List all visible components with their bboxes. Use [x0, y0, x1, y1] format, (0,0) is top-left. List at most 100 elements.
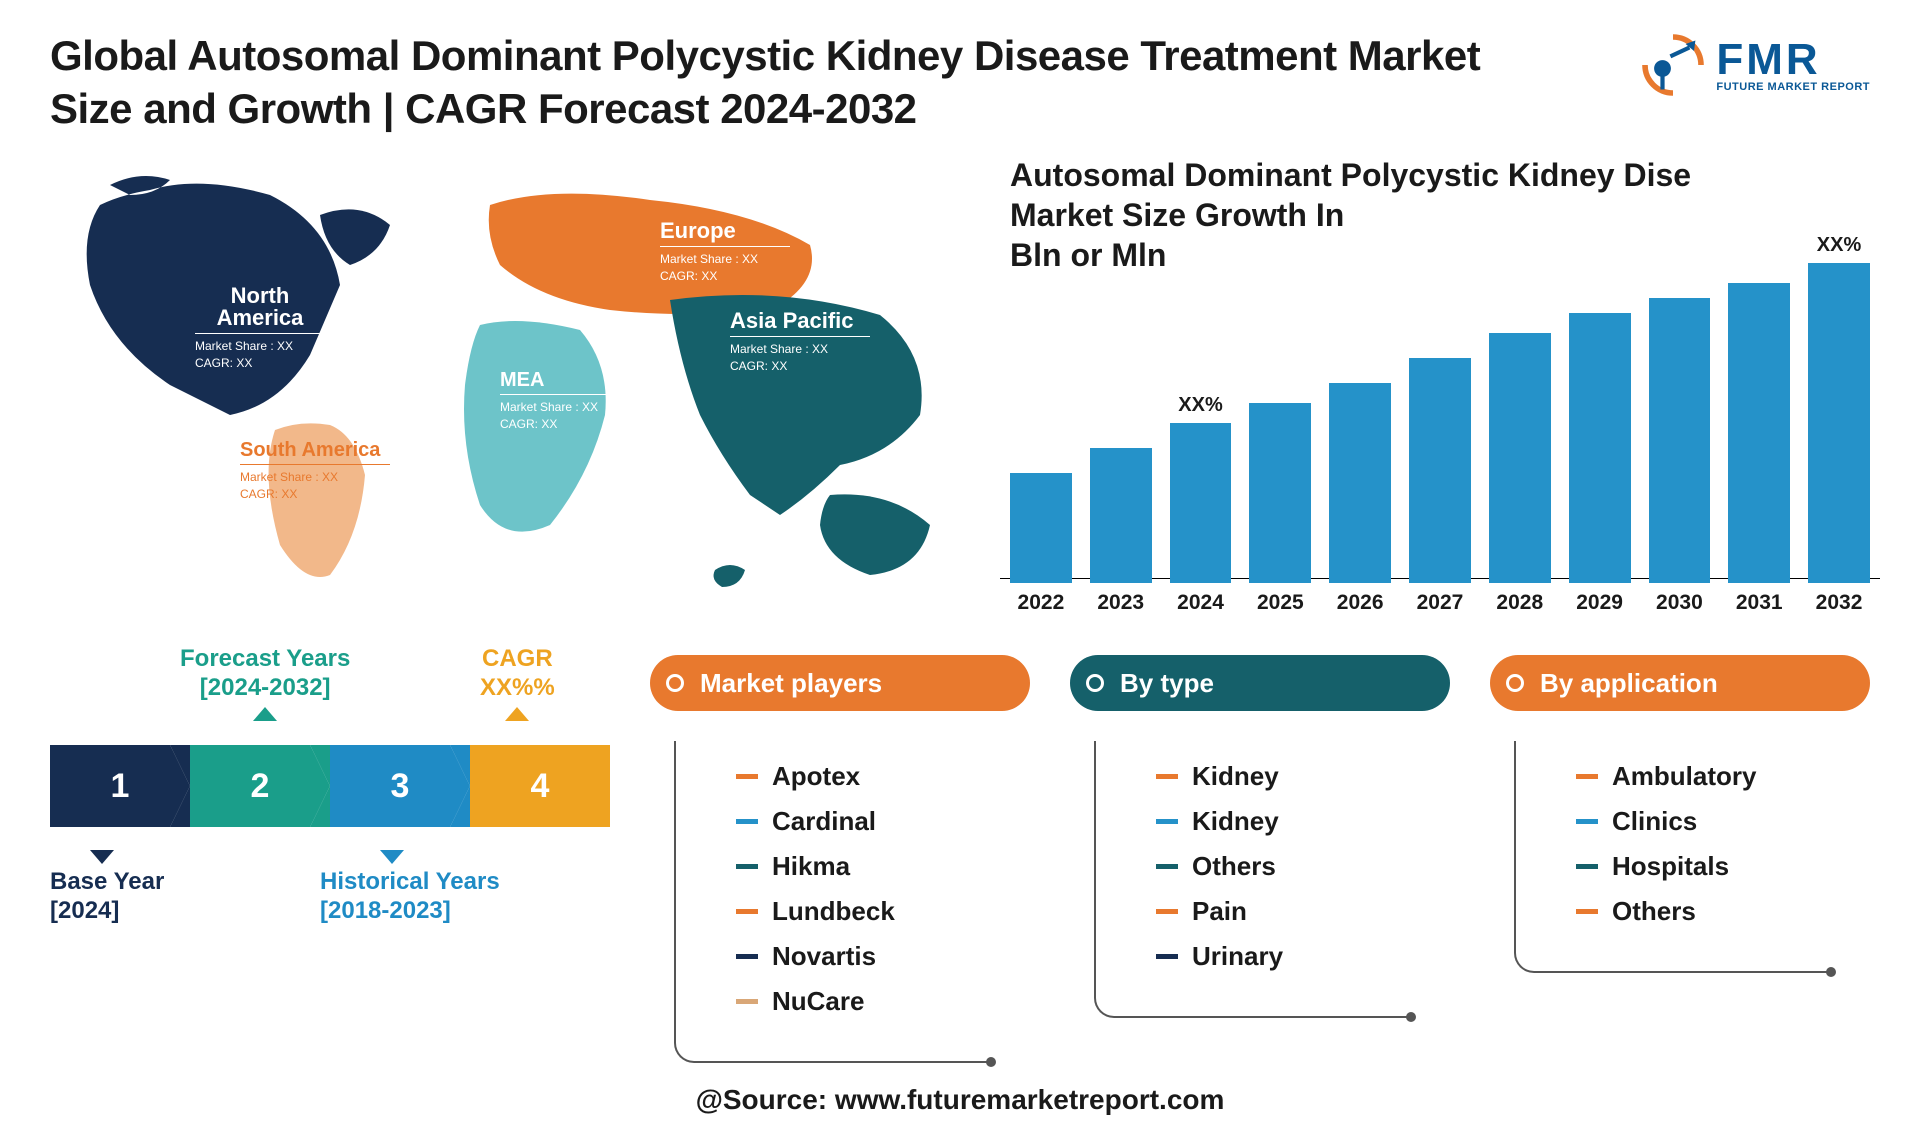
- region-name: South America: [240, 440, 390, 460]
- page-title: Global Autosomal Dominant Polycystic Kid…: [50, 30, 1570, 135]
- region-cagr: CAGR: XX: [660, 268, 790, 285]
- timeline-segment: 1: [50, 745, 190, 827]
- region-name: MEA: [500, 370, 620, 390]
- region-north-america: North America Market Share : XX CAGR: XX: [195, 285, 325, 372]
- bar-year-label: 2030: [1656, 591, 1703, 615]
- chart-bar: [1010, 473, 1072, 583]
- base-text: Base Year: [50, 868, 164, 895]
- bar-year-label: 2028: [1496, 591, 1543, 615]
- dash-icon: [736, 864, 758, 869]
- region-share: Market Share : XX: [660, 251, 790, 268]
- market-players-header: Market players: [650, 655, 1030, 711]
- chart-bar: [1170, 423, 1232, 583]
- region-cagr: CAGR: XX: [500, 416, 620, 433]
- bar-group: 2026: [1329, 383, 1391, 615]
- region-share: Market Share : XX: [730, 341, 870, 358]
- historical-years: [2018-2023]: [320, 897, 451, 924]
- top-section: North America Market Share : XX CAGR: XX…: [0, 155, 1920, 615]
- bar-year-label: 2026: [1337, 591, 1384, 615]
- timeline: Forecast Years [2024-2032] CAGR XX%% 123…: [50, 655, 610, 1063]
- chart-bar: [1249, 403, 1311, 583]
- bar-year-label: 2027: [1417, 591, 1464, 615]
- timeline-segment: 4: [470, 745, 610, 827]
- category-item: Others: [1576, 896, 1800, 927]
- category-item: Apotex: [736, 761, 960, 792]
- cat-title: By type: [1120, 668, 1214, 699]
- category-item-label: Ambulatory: [1612, 761, 1756, 792]
- region-cagr: CAGR: XX: [730, 358, 870, 375]
- region-name: Asia Pacific: [730, 310, 870, 332]
- category-item-label: Hospitals: [1612, 851, 1729, 882]
- bars-container: 20222023XX%20242025202620272028202920302…: [1010, 285, 1870, 615]
- region-share: Market Share : XX: [240, 469, 390, 486]
- source-attribution: @Source: www.futuremarketreport.com: [0, 1084, 1920, 1116]
- region-south-america: South America Market Share : XX CAGR: XX: [240, 440, 390, 503]
- bar-group: 2030: [1649, 298, 1711, 615]
- dash-icon: [736, 819, 758, 824]
- bar-group: 2027: [1409, 358, 1471, 615]
- dash-icon: [1156, 774, 1178, 779]
- dash-icon: [1576, 774, 1598, 779]
- category-item: Urinary: [1156, 941, 1380, 972]
- category-item: Novartis: [736, 941, 960, 972]
- region-share: Market Share : XX: [195, 338, 325, 355]
- by-application-list: Ambulatory Clinics Hospitals Others: [1514, 741, 1830, 973]
- region-asia-pacific: Asia Pacific Market Share : XX CAGR: XX: [730, 310, 870, 375]
- by-type-header: By type: [1070, 655, 1450, 711]
- bar-group: XX%2024: [1170, 423, 1232, 615]
- bar-group: 2031: [1728, 283, 1790, 615]
- category-item-label: Lundbeck: [772, 896, 895, 927]
- category-item-label: Cardinal: [772, 806, 876, 837]
- bar-group: 2028: [1489, 333, 1551, 615]
- bar-year-label: 2032: [1816, 591, 1863, 615]
- timeline-segment: 3: [330, 745, 470, 827]
- dash-icon: [736, 909, 758, 914]
- chart-title: Autosomal Dominant Polycystic Kidney Dis…: [1010, 155, 1870, 275]
- by-type-column: By type KidneyKidneyOthersPainUrinary: [1070, 655, 1450, 1063]
- dash-icon: [1156, 954, 1178, 959]
- market-players-column: Market players Apotex Cardinal Hikma Lundbe…: [650, 655, 1030, 1063]
- bar-year-label: 2031: [1736, 591, 1783, 615]
- historical-text: Historical Years: [320, 868, 500, 895]
- by-type-list: KidneyKidneyOthersPainUrinary: [1094, 741, 1410, 1018]
- category-item-label: Hikma: [772, 851, 850, 882]
- chart-bar: [1649, 298, 1711, 583]
- logo-main-text: FMR: [1716, 38, 1870, 82]
- world-map: North America Market Share : XX CAGR: XX…: [50, 155, 970, 595]
- dash-icon: [1156, 909, 1178, 914]
- region-europe: Europe Market Share : XX CAGR: XX: [660, 220, 790, 285]
- bar-annotation: XX%: [1178, 394, 1222, 417]
- dash-icon: [736, 774, 758, 779]
- dash-icon: [1576, 909, 1598, 914]
- bar-year-label: 2029: [1576, 591, 1623, 615]
- bar-group: 2023: [1090, 448, 1152, 615]
- by-application-header: By application: [1490, 655, 1870, 711]
- category-item: Kidney: [1156, 806, 1380, 837]
- dash-icon: [1576, 819, 1598, 824]
- category-item-label: Clinics: [1612, 806, 1697, 837]
- bar-group: 2022: [1010, 473, 1072, 615]
- chart-bar: [1728, 283, 1790, 583]
- category-item: Ambulatory: [1576, 761, 1800, 792]
- cagr-text: CAGR: [482, 645, 553, 672]
- fmr-logo: FMR FUTURE MARKET REPORT: [1638, 30, 1870, 100]
- bar-year-label: 2024: [1177, 591, 1224, 615]
- by-application-column: By application Ambulatory Clinics Hospital…: [1490, 655, 1870, 1063]
- bar-chart: Autosomal Dominant Polycystic Kidney Dis…: [1010, 155, 1870, 615]
- forecast-text: Forecast Years: [180, 645, 350, 672]
- chart-bar: [1808, 263, 1870, 583]
- base-years: [2024]: [50, 897, 119, 924]
- historical-label: Historical Years [2018-2023]: [320, 850, 500, 926]
- bar-group: 2029: [1569, 313, 1631, 615]
- bar-group: 2025: [1249, 403, 1311, 615]
- logo-icon: [1638, 30, 1708, 100]
- dash-icon: [1576, 864, 1598, 869]
- region-cagr: CAGR: XX: [240, 486, 390, 503]
- cat-title: Market players: [700, 668, 882, 699]
- category-item-label: Kidney: [1192, 806, 1279, 837]
- base-year-label: Base Year [2024]: [50, 850, 164, 926]
- timeline-segment: 2: [190, 745, 330, 827]
- category-item: Hospitals: [1576, 851, 1800, 882]
- timeline-bar: 1234: [50, 745, 610, 827]
- bar-year-label: 2022: [1018, 591, 1065, 615]
